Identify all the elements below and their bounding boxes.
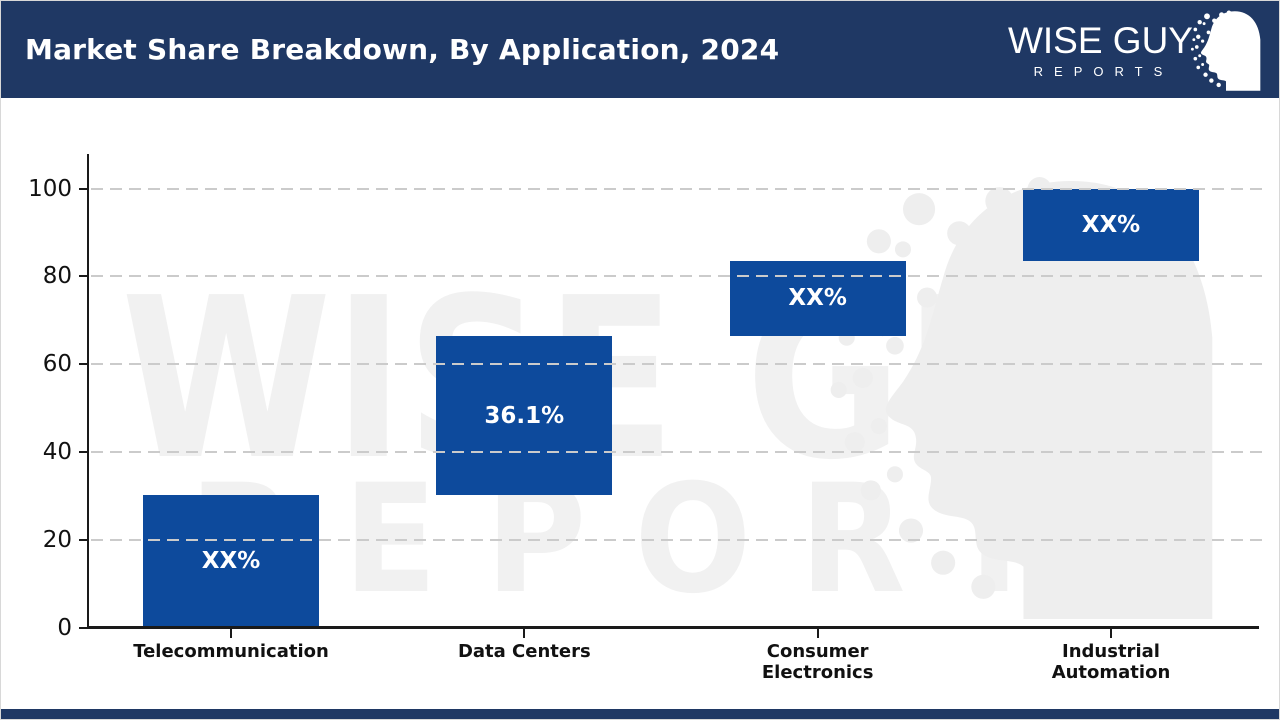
- x-axis-line: [87, 626, 1259, 629]
- logo-wiseguy-label: WISE GUY: [1007, 20, 1193, 61]
- y-tick-mark-80: [79, 275, 87, 278]
- logo-reports-label: REPORTS: [1033, 64, 1174, 79]
- logo-dotted-face-icon: [1190, 10, 1261, 91]
- y-tick-mark-0: [79, 627, 87, 629]
- gridline-20: [91, 539, 1263, 542]
- y-tick-label-60: 60: [42, 351, 72, 378]
- wise-guy-reports-logo: WISE GUY REPORTS: [1008, 7, 1265, 95]
- gridline-100: [91, 187, 1263, 190]
- y-tick-label-0: 0: [57, 615, 72, 641]
- bar-industrial-automation: XX%: [1022, 188, 1199, 261]
- x-axis-label-consumer-electronics: Consumer Electronics: [761, 641, 874, 683]
- y-tick-mark-60: [79, 363, 87, 366]
- bar-value-label: XX%: [788, 285, 847, 312]
- footer-bar: [1, 709, 1279, 719]
- y-tick-mark-20: [79, 539, 87, 542]
- bar-consumer-electronics: XX%: [729, 260, 906, 337]
- gridline-60: [91, 363, 1263, 366]
- y-axis-line: [87, 154, 89, 629]
- gridline-40: [91, 451, 1263, 454]
- bar-data-centers: 36.1%: [436, 336, 613, 495]
- y-tick-mark-40: [79, 451, 87, 454]
- y-tick-label-100: 100: [28, 175, 72, 202]
- x-axis-label-industrial-automation: Industrial Automation: [1051, 641, 1171, 683]
- bar-value-label: 36.1%: [484, 402, 565, 429]
- x-axis-label-telecommunication: Telecommunication: [133, 641, 329, 662]
- gridline-80: [91, 275, 1263, 278]
- logo-text: WISE GUY REPORTS: [1007, 20, 1193, 80]
- y-tick-label-20: 20: [42, 527, 72, 554]
- bar-value-label: XX%: [1081, 211, 1141, 238]
- x-tick-mark-consumer-electronics: [816, 629, 819, 638]
- header-bar: Market Share Breakdown, By Application, …: [1, 1, 1279, 98]
- y-tick-mark-100: [79, 187, 87, 190]
- page-title: Market Share Breakdown, By Application, …: [25, 33, 780, 66]
- bar-telecommunication: XX%: [143, 494, 319, 628]
- bar-value-label: XX%: [201, 548, 261, 575]
- x-tick-mark-industrial-automation: [1109, 629, 1112, 638]
- y-tick-label-80: 80: [42, 263, 72, 290]
- x-tick-mark-data-centers: [523, 629, 526, 638]
- x-axis-label-data-centers: Data Centers: [457, 641, 591, 662]
- x-tick-mark-telecommunication: [230, 629, 232, 638]
- y-tick-label-40: 40: [42, 439, 72, 466]
